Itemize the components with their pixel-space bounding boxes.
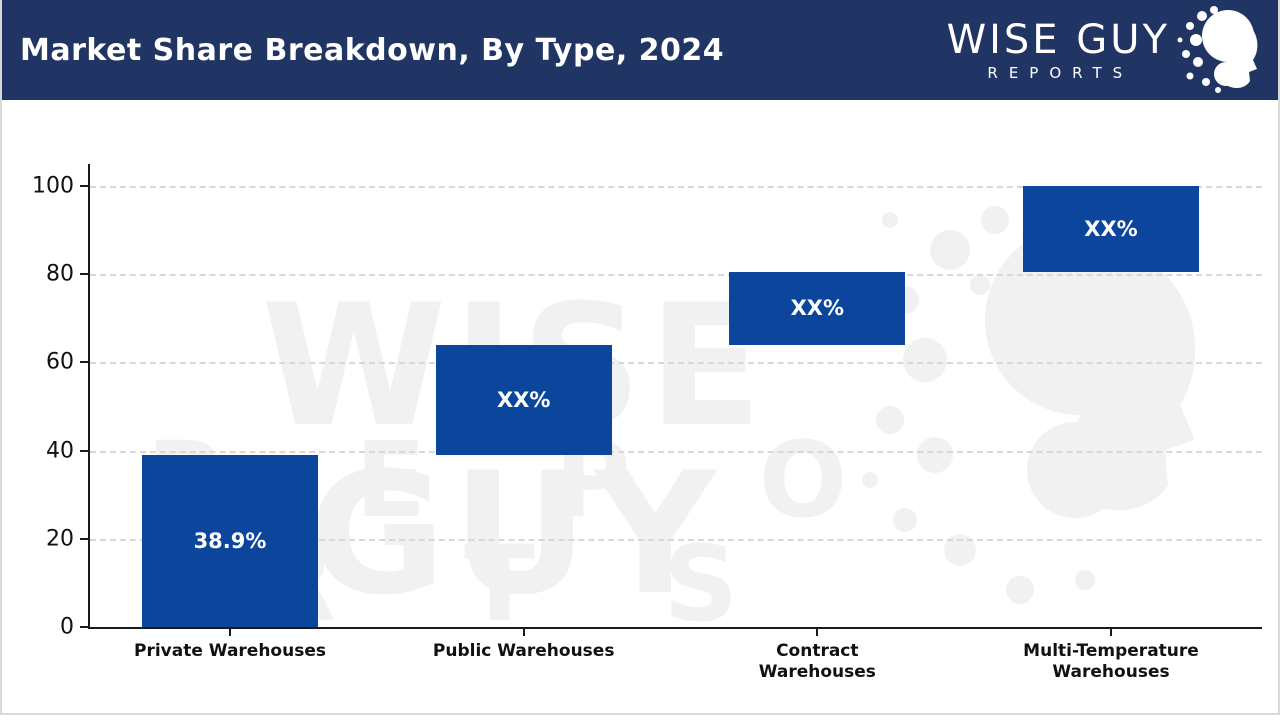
ytick-mark-0 [80,626,88,628]
gridline-80 [90,274,1262,277]
ytick-label-40: 40 [46,438,74,464]
category-label-1: Public Warehouses [432,641,615,661]
ytick-mark-100 [80,185,88,187]
bar-contract-warehouses: XX% [729,271,906,345]
page-title: Market Share Breakdown, By Type, 2024 [20,32,725,68]
ytick-label-20: 20 [46,526,74,552]
category-label-0: Private Warehouses [134,641,326,661]
y-axis-line [88,164,90,629]
bar-public-warehouses: XX% [435,344,612,456]
logo-wordmark: WISE GUY [946,16,1170,63]
ytick-mark-80 [80,273,88,276]
bar-value-label: XX% [1084,216,1138,241]
ytick-label-0: 0 [60,614,74,640]
bar-value-label: XX% [790,296,845,321]
gridline-100 [90,186,1262,188]
wiseguy-logo-text: WISE GUY REPORTS [947,20,1170,81]
ytick-mark-40 [80,449,88,452]
ytick-mark-20 [80,537,88,540]
header-bar: Market Share Breakdown, By Type, 2024 WI… [0,0,1280,100]
bar-value-label: XX% [496,388,551,413]
bar-private-warehouses: 38.9% [142,455,318,627]
xtick-mark-2 [816,629,819,636]
ytick-label-100: 100 [32,173,74,199]
bar-multi-temperature-warehouses: XX% [1023,186,1199,272]
gridline-20 [90,538,1262,541]
x-axis-line [88,627,1262,629]
bar-value-label: 38.9% [193,529,267,554]
wiseguy-logo: WISE GUY REPORTS [947,2,1266,98]
xtick-mark-0 [229,629,231,636]
category-label-2: Contract Warehouses [758,641,876,683]
ytick-label-80: 80 [46,261,74,287]
gridline-60 [90,362,1262,365]
ytick-label-60: 60 [46,349,74,375]
ytick-mark-60 [80,361,88,364]
category-label-3: Multi-Temperature Warehouses [1023,641,1199,683]
xtick-mark-1 [522,629,525,636]
logo-subtitle: REPORTS [987,63,1134,82]
wiseguy-head-icon [1156,2,1266,98]
xtick-mark-3 [1110,629,1112,636]
gridline-40 [90,450,1262,453]
